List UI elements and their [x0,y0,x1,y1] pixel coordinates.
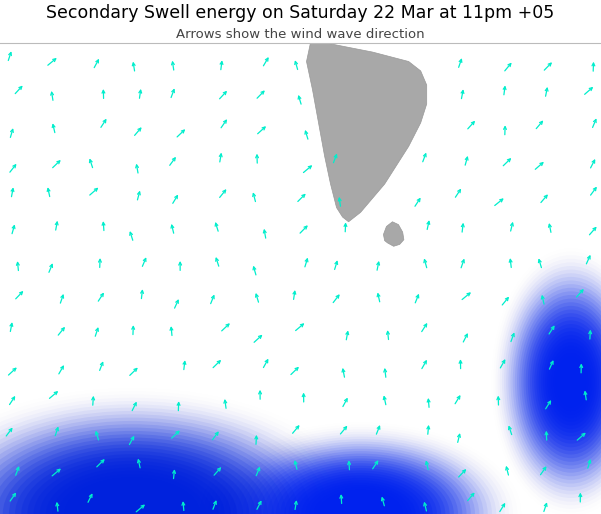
Ellipse shape [549,346,593,418]
Ellipse shape [70,481,194,514]
Ellipse shape [541,331,601,433]
Ellipse shape [515,288,601,476]
Ellipse shape [0,411,323,514]
Ellipse shape [356,511,365,514]
Ellipse shape [114,504,151,514]
Polygon shape [383,222,404,246]
Ellipse shape [0,437,274,514]
Ellipse shape [77,484,188,514]
Ellipse shape [538,327,601,436]
Ellipse shape [297,478,424,514]
Ellipse shape [9,448,255,514]
Ellipse shape [28,457,237,514]
Ellipse shape [327,494,394,514]
Ellipse shape [564,371,578,393]
Ellipse shape [513,284,601,480]
Ellipse shape [263,458,458,514]
Ellipse shape [102,498,163,514]
Ellipse shape [560,364,582,400]
Ellipse shape [259,456,462,514]
Ellipse shape [0,414,317,514]
Ellipse shape [528,309,601,454]
Ellipse shape [64,478,200,514]
Ellipse shape [558,360,584,404]
Ellipse shape [108,501,157,514]
Ellipse shape [293,475,429,514]
Ellipse shape [229,439,492,514]
Ellipse shape [310,485,412,514]
Ellipse shape [0,431,286,514]
Text: Arrows show the wind wave direction: Arrows show the wind wave direction [176,28,425,41]
Ellipse shape [301,480,420,514]
Ellipse shape [280,468,441,514]
Ellipse shape [521,299,601,465]
Ellipse shape [314,487,407,514]
Ellipse shape [0,417,311,514]
Ellipse shape [126,511,138,514]
Ellipse shape [526,306,601,458]
Ellipse shape [335,500,386,514]
Ellipse shape [58,474,206,514]
Ellipse shape [0,424,299,514]
Ellipse shape [52,471,212,514]
Ellipse shape [569,378,573,386]
Polygon shape [307,33,427,222]
Ellipse shape [95,494,169,514]
Ellipse shape [331,497,390,514]
Ellipse shape [352,509,369,514]
Ellipse shape [0,434,280,514]
Ellipse shape [40,464,225,514]
Ellipse shape [530,313,601,451]
Ellipse shape [0,421,305,514]
Ellipse shape [554,353,588,411]
Ellipse shape [288,473,433,514]
Ellipse shape [305,483,416,514]
Ellipse shape [251,451,471,514]
Ellipse shape [46,467,219,514]
Ellipse shape [21,454,243,514]
Ellipse shape [508,277,601,487]
Ellipse shape [556,357,586,408]
Ellipse shape [563,368,579,396]
Ellipse shape [0,428,293,514]
Ellipse shape [246,449,475,514]
Ellipse shape [344,504,377,514]
Ellipse shape [348,507,373,514]
Text: Secondary Swell energy on Saturday 22 Mar at 11pm +05: Secondary Swell energy on Saturday 22 Ma… [46,4,555,22]
Ellipse shape [523,302,601,462]
Ellipse shape [543,335,599,429]
Ellipse shape [323,492,398,514]
Ellipse shape [340,502,382,514]
Ellipse shape [233,442,488,514]
Ellipse shape [15,451,249,514]
Ellipse shape [89,491,175,514]
Ellipse shape [534,320,601,444]
Ellipse shape [267,461,454,514]
Ellipse shape [567,375,575,389]
Ellipse shape [83,487,182,514]
Ellipse shape [3,444,261,514]
Ellipse shape [272,463,450,514]
Ellipse shape [510,281,601,484]
Ellipse shape [519,295,601,469]
Ellipse shape [255,453,466,514]
Ellipse shape [238,444,483,514]
Ellipse shape [532,317,601,447]
Ellipse shape [548,342,594,422]
Ellipse shape [120,507,145,514]
Ellipse shape [537,324,601,440]
Ellipse shape [0,441,268,514]
Ellipse shape [545,339,597,426]
Ellipse shape [552,350,590,415]
Ellipse shape [318,490,403,514]
Ellipse shape [284,470,437,514]
Ellipse shape [242,446,479,514]
Ellipse shape [34,461,231,514]
Ellipse shape [276,466,445,514]
Ellipse shape [517,291,601,473]
